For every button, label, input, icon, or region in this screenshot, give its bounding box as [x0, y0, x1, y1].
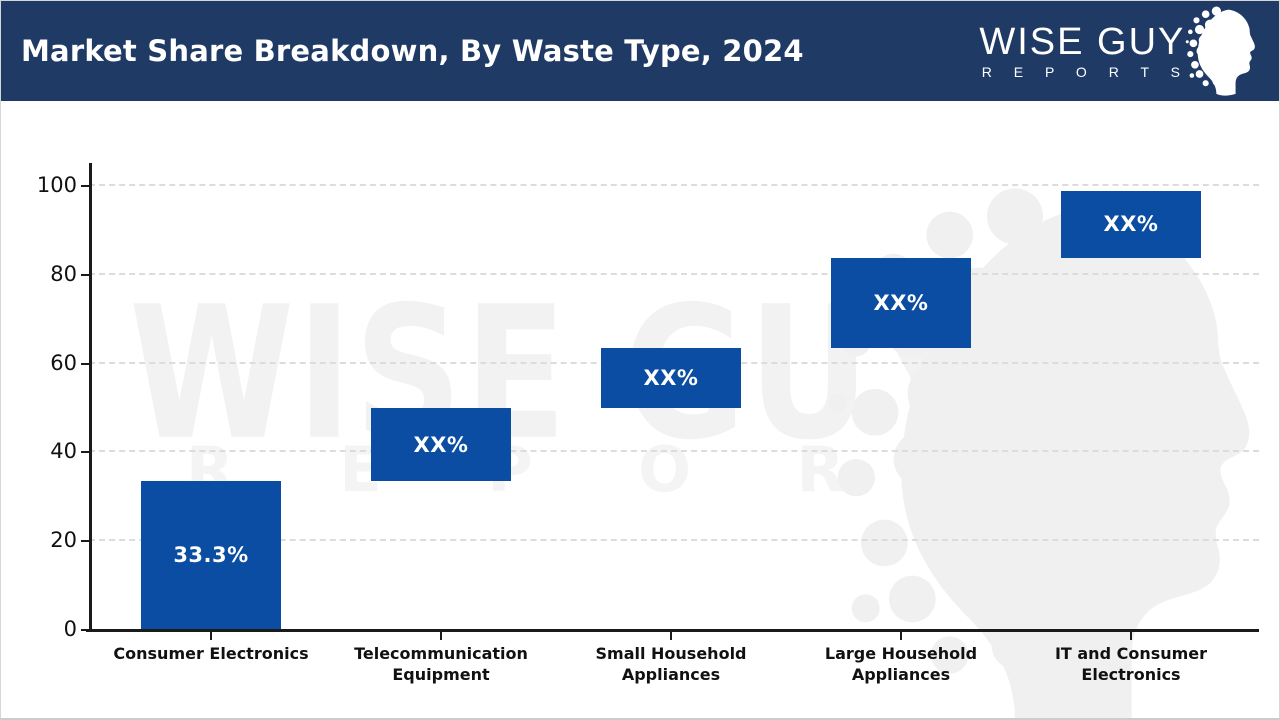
- x-tick: [1130, 632, 1132, 640]
- gridline: [89, 184, 1259, 186]
- y-tick: [81, 273, 89, 276]
- bar-value-label: XX%: [643, 365, 699, 390]
- y-tick: [81, 540, 89, 543]
- face-profile-icon: [1185, 6, 1255, 96]
- x-tick: [670, 632, 672, 640]
- y-tick: [81, 185, 89, 187]
- logo-wordmark: WISE GUY R E P O R T S: [976, 23, 1189, 79]
- category-label: IT and Consumer Electronics: [1054, 644, 1208, 685]
- bar-value-label: XX%: [413, 432, 469, 457]
- x-tick: [900, 632, 902, 640]
- y-axis: [89, 162, 92, 632]
- logo-subtitle: R E P O R T S: [981, 64, 1189, 80]
- category-label: Consumer Electronics: [113, 644, 309, 663]
- logo-title: WISE GUY: [979, 21, 1186, 63]
- gridline: [89, 450, 1259, 453]
- wiseguy-logo: WISE GUY R E P O R T S: [976, 5, 1267, 97]
- gridline: [89, 539, 1259, 542]
- waterfall-chart: 0 20 40 60 80 100 33.3% Consumer Electronics XX%…: [1, 101, 1279, 718]
- y-tick: [81, 362, 89, 365]
- bar: XX%: [1061, 190, 1201, 258]
- bar: 33.3%: [141, 481, 281, 629]
- bar-value-label: 33.3%: [173, 543, 249, 568]
- y-tick: [81, 629, 89, 631]
- bar: XX%: [371, 408, 511, 482]
- x-axis: [86, 629, 1259, 632]
- y-tick-label: 0: [63, 617, 77, 641]
- category-label: Telecommunication Equipment: [354, 644, 528, 685]
- y-tick-label: 40: [50, 439, 77, 464]
- bar-value-label: XX%: [1103, 212, 1159, 237]
- header: Market Share Breakdown, By Waste Type, 2…: [1, 1, 1279, 101]
- y-tick: [81, 451, 89, 454]
- y-tick-label: 80: [50, 261, 77, 286]
- bar: XX%: [831, 257, 971, 348]
- y-tick-label: 60: [50, 350, 77, 375]
- gridline: [89, 272, 1259, 275]
- x-tick: [440, 632, 442, 640]
- page-title: Market Share Breakdown, By Waste Type, 2…: [21, 34, 804, 68]
- bar-value-label: XX%: [873, 290, 929, 315]
- category-label: Small Household Appliances: [595, 644, 747, 685]
- bar: XX%: [601, 347, 741, 409]
- x-tick: [210, 632, 212, 640]
- category-label: Large Household Appliances: [824, 644, 978, 685]
- y-tick-label: 100: [36, 173, 77, 197]
- y-tick-label: 20: [50, 528, 77, 553]
- watermark-face-profile-icon: [828, 188, 1250, 718]
